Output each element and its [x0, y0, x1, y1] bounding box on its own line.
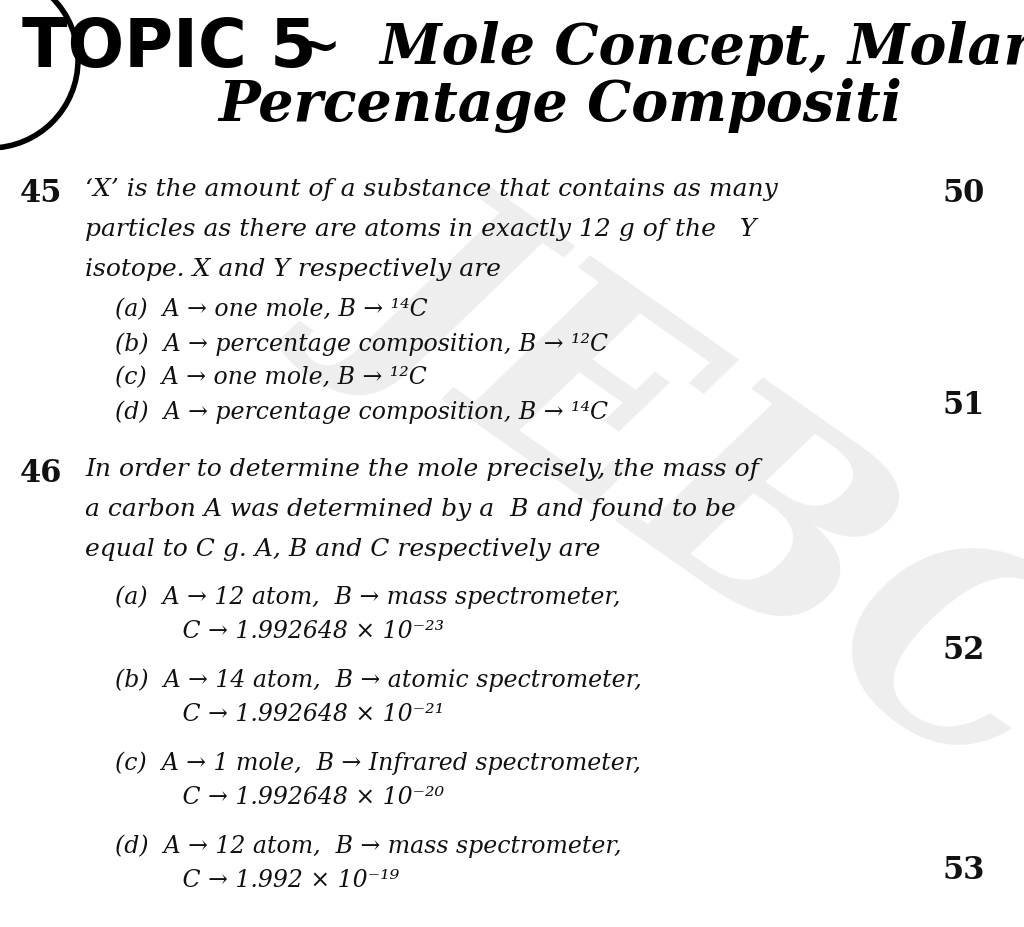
Text: 52: 52	[943, 635, 985, 666]
Text: (b)  A → percentage composition, B → ¹²C: (b) A → percentage composition, B → ¹²C	[115, 332, 608, 356]
Text: C → 1.992648 × 10⁻²⁰: C → 1.992648 × 10⁻²⁰	[115, 786, 444, 809]
Text: equal to C g. A, B and C respectively are: equal to C g. A, B and C respectively ar…	[85, 538, 600, 561]
Text: (b)  A → 14 atom,  B → atomic spectrometer,: (b) A → 14 atom, B → atomic spectrometer…	[115, 668, 642, 692]
Text: C → 1.992648 × 10⁻²³: C → 1.992648 × 10⁻²³	[115, 620, 444, 643]
Text: (a)  A → 12 atom,  B → mass spectrometer,: (a) A → 12 atom, B → mass spectrometer,	[115, 585, 621, 608]
Text: Percentage Compositi: Percentage Compositi	[218, 78, 902, 133]
Text: In order to determine the mole precisely, the mass of: In order to determine the mole precisely…	[85, 458, 759, 481]
Text: (c)  A → one mole, B → ¹²C: (c) A → one mole, B → ¹²C	[115, 366, 427, 389]
Text: (d)  A → 12 atom,  B → mass spectrometer,: (d) A → 12 atom, B → mass spectrometer,	[115, 834, 622, 857]
Text: 50: 50	[943, 178, 985, 209]
Text: JEBC: JEBC	[313, 129, 1024, 811]
Text: ‘X’ is the amount of a substance that contains as many: ‘X’ is the amount of a substance that co…	[85, 178, 778, 201]
Text: particles as there are atoms in exactly 12 g of the   Y: particles as there are atoms in exactly …	[85, 218, 757, 241]
Text: 51: 51	[943, 390, 985, 421]
Text: ~  Mole Concept, Molar M: ~ Mole Concept, Molar M	[295, 20, 1024, 75]
Text: 53: 53	[942, 855, 985, 886]
Text: 46: 46	[20, 458, 62, 489]
Text: (c)  A → 1 mole,  B → Infrared spectrometer,: (c) A → 1 mole, B → Infrared spectromete…	[115, 751, 641, 775]
Text: C → 1.992648 × 10⁻²¹: C → 1.992648 × 10⁻²¹	[115, 703, 444, 726]
Text: 45: 45	[20, 178, 62, 209]
Text: isotope. X and Y respectively are: isotope. X and Y respectively are	[85, 258, 501, 281]
Text: (d)  A → percentage composition, B → ¹⁴C: (d) A → percentage composition, B → ¹⁴C	[115, 400, 608, 424]
Text: C → 1.992 × 10⁻¹⁹: C → 1.992 × 10⁻¹⁹	[115, 869, 399, 892]
Text: (a)  A → one mole, B → ¹⁴C: (a) A → one mole, B → ¹⁴C	[115, 298, 428, 321]
Text: TOPIC 5: TOPIC 5	[22, 15, 316, 81]
Text: a carbon A was determined by a  B and found to be: a carbon A was determined by a B and fou…	[85, 498, 736, 521]
